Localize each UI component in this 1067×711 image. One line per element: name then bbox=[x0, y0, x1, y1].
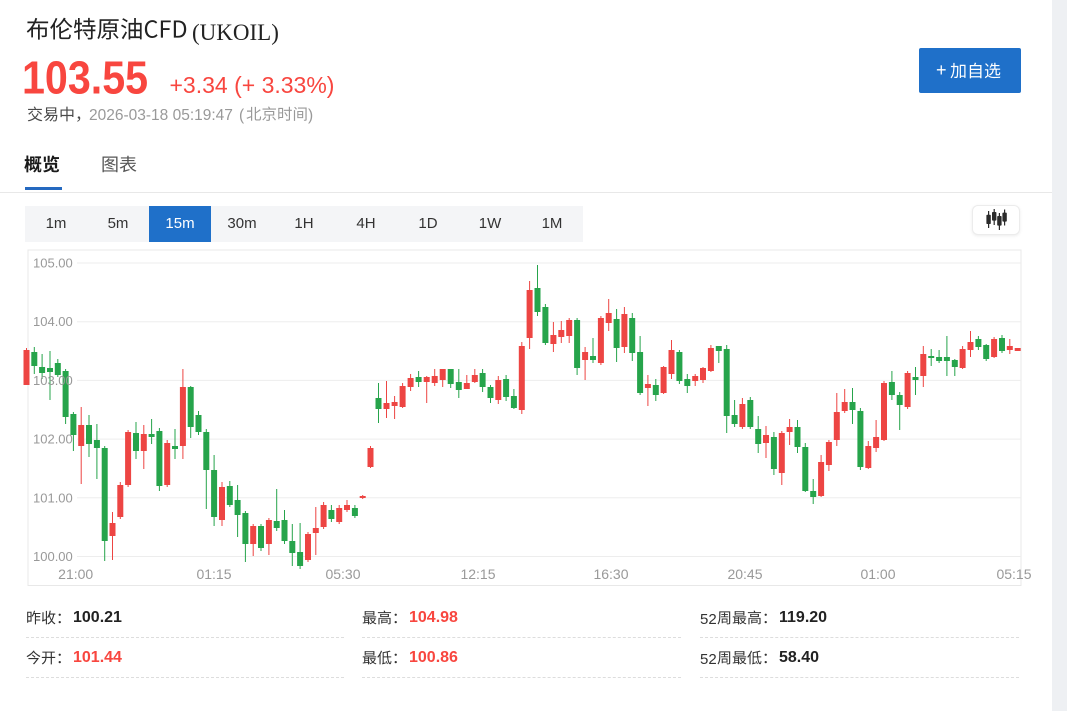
svg-text:100.00: 100.00 bbox=[33, 549, 73, 564]
svg-text:101.00: 101.00 bbox=[33, 490, 73, 505]
svg-text:21:00: 21:00 bbox=[58, 566, 93, 582]
svg-text:05:15: 05:15 bbox=[996, 566, 1031, 582]
svg-text:103.00: 103.00 bbox=[33, 373, 73, 388]
svg-text:01:00: 01:00 bbox=[860, 566, 895, 582]
svg-text:104.00: 104.00 bbox=[33, 314, 73, 329]
svg-text:16:30: 16:30 bbox=[593, 566, 628, 582]
svg-text:12:15: 12:15 bbox=[460, 566, 495, 582]
svg-text:105.00: 105.00 bbox=[33, 256, 73, 271]
svg-text:05:30: 05:30 bbox=[325, 566, 360, 582]
svg-text:102.00: 102.00 bbox=[33, 432, 73, 447]
svg-text:20:45: 20:45 bbox=[727, 566, 762, 582]
svg-text:01:15: 01:15 bbox=[196, 566, 231, 582]
